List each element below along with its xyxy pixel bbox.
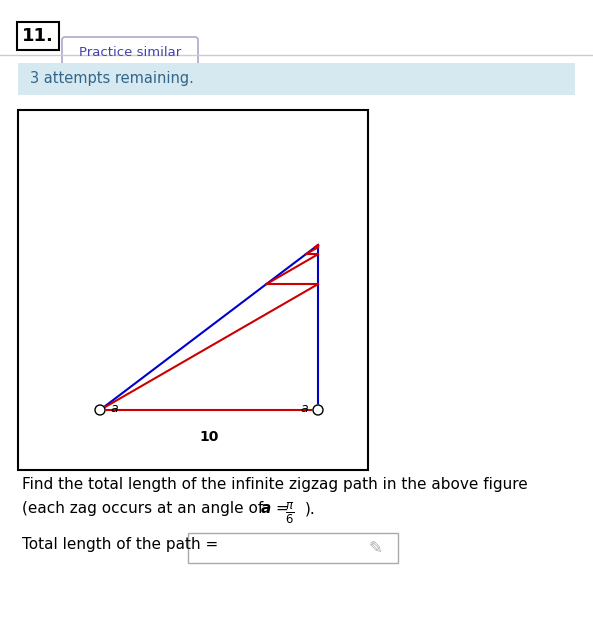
Text: Practice similar: Practice similar — [79, 46, 181, 59]
FancyBboxPatch shape — [18, 63, 575, 95]
Text: 10: 10 — [199, 430, 219, 444]
Text: a: a — [110, 401, 117, 414]
Text: 3 attempts remaining.: 3 attempts remaining. — [30, 71, 194, 86]
Text: 11.: 11. — [22, 27, 54, 45]
Circle shape — [95, 405, 105, 415]
Text: ).: ). — [305, 501, 315, 516]
Bar — [188, 533, 398, 563]
FancyBboxPatch shape — [62, 37, 198, 69]
Bar — [18, 110, 368, 470]
Text: Total length of the path =: Total length of the path = — [22, 537, 218, 552]
Text: ✎: ✎ — [368, 539, 382, 557]
Text: Find the total length of the infinite zigzag path in the above figure: Find the total length of the infinite zi… — [22, 477, 528, 492]
Text: (each zag occurs at an angle of: (each zag occurs at an angle of — [22, 501, 268, 516]
Text: $\frac{\pi}{6}$: $\frac{\pi}{6}$ — [285, 501, 294, 526]
Circle shape — [313, 405, 323, 415]
Text: a: a — [300, 401, 308, 414]
Text: $\boldsymbol{a}$ =: $\boldsymbol{a}$ = — [260, 501, 290, 516]
